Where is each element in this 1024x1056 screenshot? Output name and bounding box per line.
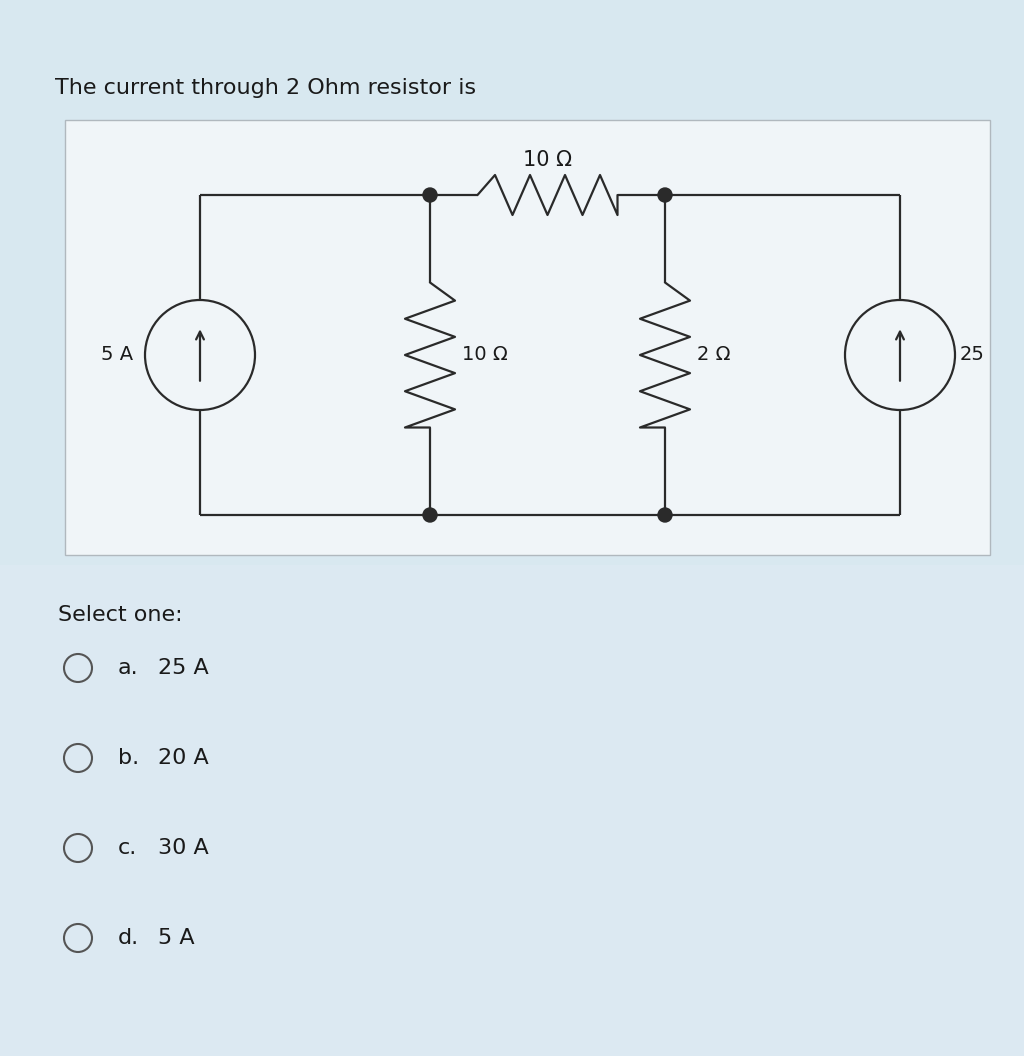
Text: c.: c. <box>118 838 137 857</box>
Text: 30 A: 30 A <box>158 838 209 857</box>
Text: 10 Ω: 10 Ω <box>462 345 508 364</box>
Circle shape <box>658 188 672 202</box>
Text: d.: d. <box>118 928 139 948</box>
Circle shape <box>423 508 437 522</box>
Circle shape <box>658 508 672 522</box>
Circle shape <box>423 188 437 202</box>
Text: Select one:: Select one: <box>58 605 182 625</box>
Text: 25 A: 25 A <box>158 658 209 678</box>
Text: 25: 25 <box>961 345 985 364</box>
Text: 5 A: 5 A <box>158 928 195 948</box>
Text: 10 Ω: 10 Ω <box>523 150 572 170</box>
Text: 5 A: 5 A <box>101 345 133 364</box>
Text: b.: b. <box>118 748 139 768</box>
Text: 20 A: 20 A <box>158 748 209 768</box>
Bar <box>0 0 1024 565</box>
Text: a.: a. <box>118 658 138 678</box>
Bar <box>65 120 990 555</box>
Text: 2 Ω: 2 Ω <box>697 345 730 364</box>
Text: The current through 2 Ohm resistor is: The current through 2 Ohm resistor is <box>55 78 476 98</box>
